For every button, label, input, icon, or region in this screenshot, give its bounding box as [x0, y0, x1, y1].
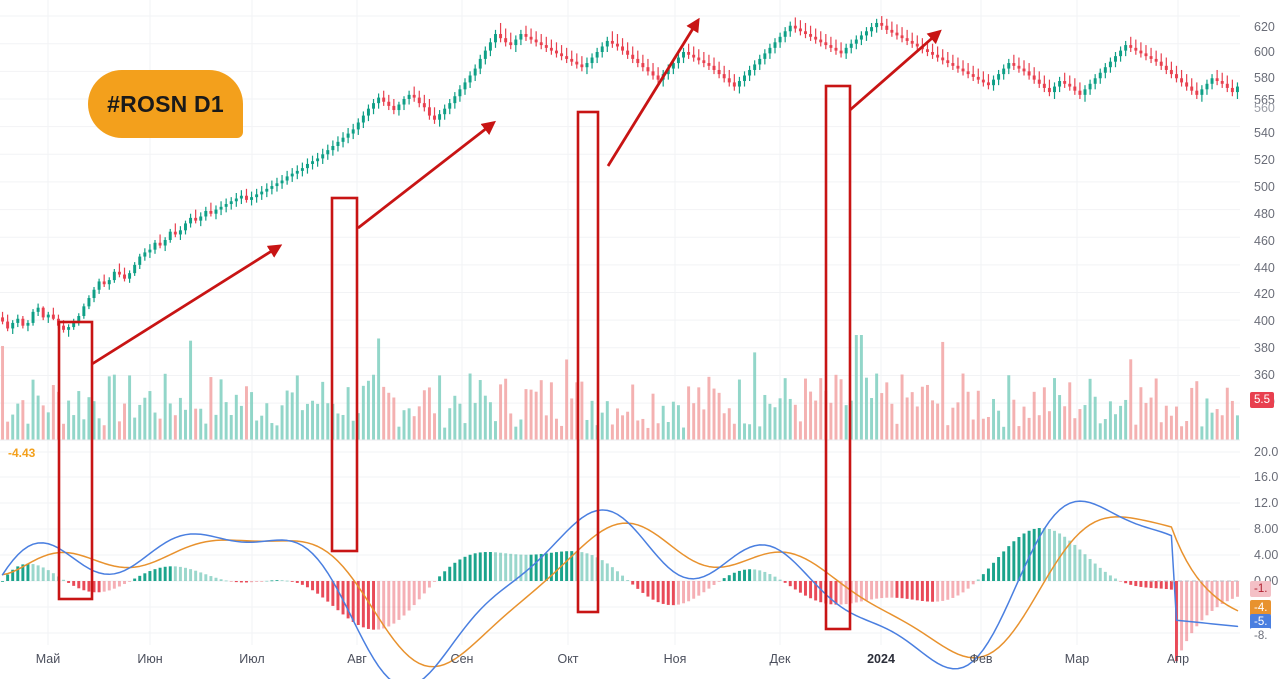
time-tick-Окт: Окт	[557, 652, 579, 666]
price-tick-565: 565	[1254, 93, 1275, 107]
time-tick-2024: 2024	[867, 652, 895, 666]
current-price-tag: 5.5	[1250, 392, 1274, 408]
price-tick-620: 620	[1254, 20, 1275, 34]
time-tick-Ноя: Ноя	[663, 652, 687, 666]
indicator-value-tag-0: -1.	[1250, 581, 1272, 597]
price-tick-480: 480	[1254, 207, 1275, 221]
price-tick-600: 600	[1254, 45, 1275, 59]
indicator-tick-4-00: 4.00	[1254, 548, 1279, 562]
price-tick-360: 360	[1254, 368, 1275, 382]
price-tick-460: 460	[1254, 234, 1275, 248]
macd-left-value: -4.43	[8, 446, 36, 460]
price-tick-380: 380	[1254, 341, 1275, 355]
indicator-tick-12-0: 12.0	[1254, 496, 1279, 510]
indicator-tick-16-0: 16.0	[1254, 470, 1279, 484]
indicator-tick-20-0: 20.0	[1254, 445, 1279, 459]
time-tick-Май: Май	[35, 652, 61, 666]
indicator-value-tag-2: -5.	[1250, 614, 1272, 630]
time-tick-Апр: Апр	[1166, 652, 1190, 666]
price-tick-560: 560	[1254, 101, 1275, 115]
indicator-tick-8-00: 8.00	[1254, 522, 1279, 536]
price-tick-580: 580	[1254, 71, 1275, 85]
price-tick-400: 400	[1254, 314, 1275, 328]
price-tick-540: 540	[1254, 126, 1275, 140]
price-tick-500: 500	[1254, 180, 1275, 194]
time-tick-Авг: Авг	[347, 652, 367, 666]
time-tick-Фев: Фев	[969, 652, 993, 666]
time-tick-Июл: Июл	[239, 652, 265, 666]
ticker-badge: #ROSN D1	[88, 70, 243, 138]
indicator-value-tag-1: -4.	[1250, 600, 1272, 616]
time-tick-Мар: Мар	[1064, 652, 1090, 666]
time-tick-Июн: Июн	[137, 652, 163, 666]
time-tick-Сен: Сен	[450, 652, 474, 666]
indicator-value-tag-3: -8.	[1250, 628, 1272, 644]
time-tick-Дек: Дек	[769, 652, 791, 666]
price-tick-520: 520	[1254, 153, 1275, 167]
price-tick-420: 420	[1254, 287, 1275, 301]
ticker-label: #ROSN D1	[107, 90, 224, 117]
price-tick-440: 440	[1254, 261, 1275, 275]
